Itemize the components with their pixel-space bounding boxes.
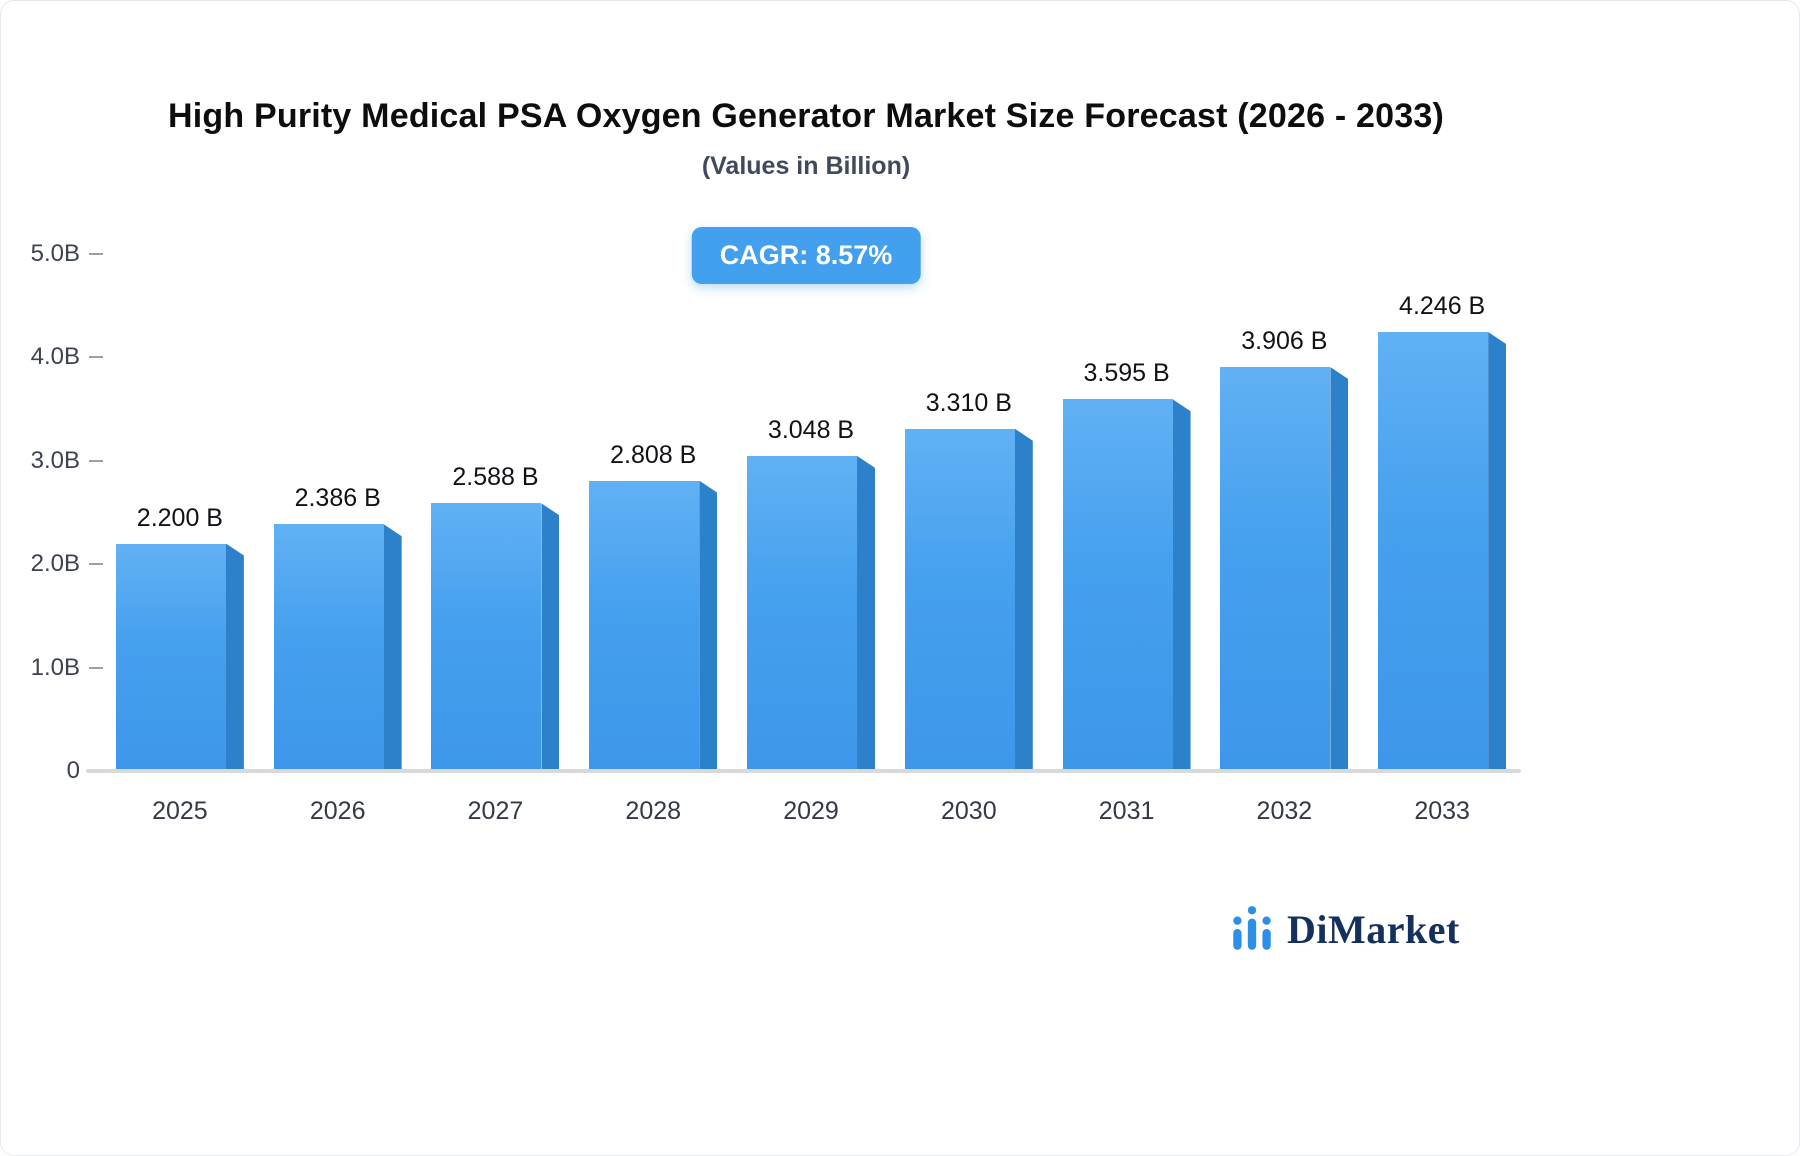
bar-front-face: [1220, 367, 1331, 771]
bar-value-label: 3.906 B: [1241, 327, 1328, 356]
bar-front-face: [589, 480, 700, 771]
y-tick: 4.0B: [31, 343, 103, 371]
y-tick-label: 5.0B: [30, 240, 80, 267]
bar-slot: 3.906 B 2032: [1205, 254, 1363, 825]
bar-front-face: [747, 455, 858, 771]
brand-logo: DiMarket: [1229, 904, 1460, 954]
bar-front-face: [115, 543, 226, 771]
bar-side-face: [383, 524, 402, 771]
bar-side-face: [699, 480, 718, 771]
bar-2027[interactable]: 2.588 B: [431, 463, 560, 771]
brand-name: DiMarket: [1287, 906, 1460, 952]
y-tick-mark: [89, 459, 103, 462]
y-tick: 3.0B: [31, 447, 103, 475]
bar-slot: 2.200 B 2025: [101, 254, 259, 825]
bar-slot: 3.310 B 2030: [890, 254, 1048, 825]
bar-2025[interactable]: 2.200 B: [115, 504, 244, 771]
bar-value-label: 2.808 B: [610, 440, 697, 469]
x-axis-label: 2028: [625, 797, 682, 825]
bar-slot: 2.808 B 2028: [574, 254, 732, 825]
dimarket-logo-icon: [1233, 906, 1271, 950]
bar-front-face: [273, 524, 384, 771]
y-tick-mark: [89, 563, 103, 566]
bar-2033[interactable]: 4.246 B: [1378, 292, 1507, 771]
x-axis-label: 2033: [1414, 797, 1470, 825]
bar-side-face: [1172, 399, 1191, 771]
bar-2032[interactable]: 3.906 B: [1220, 327, 1349, 771]
bar-front-face: [1062, 399, 1173, 771]
bar-side-face: [1014, 428, 1033, 771]
x-axis-label: 2030: [940, 797, 997, 825]
y-tick-label: 3.0B: [30, 446, 80, 474]
x-axis-label: 2027: [467, 797, 524, 825]
y-tick: 1.0B: [31, 654, 103, 682]
bar-2026[interactable]: 2.386 B: [273, 484, 402, 771]
bar-value-label: 2.200 B: [136, 503, 223, 532]
bar-side-face: [225, 543, 244, 771]
bar-front-face: [904, 428, 1015, 771]
bar-value-label: 4.246 B: [1399, 291, 1486, 320]
bar-2031[interactable]: 3.595 B: [1062, 359, 1191, 771]
x-axis-label: 2029: [783, 797, 839, 825]
cagr-badge: CAGR: 8.57%: [691, 227, 921, 284]
y-tick-label: 2.0B: [30, 550, 80, 578]
bar-2029[interactable]: 3.048 B: [747, 416, 876, 771]
bar-value-label: 3.310 B: [925, 388, 1012, 417]
x-axis-label: 2025: [152, 797, 208, 825]
y-tick: 2.0B: [31, 550, 103, 578]
bar-slot: 3.048 B 2029: [732, 254, 890, 825]
bar-value-label: 3.595 B: [1083, 359, 1170, 388]
bar-front-face: [1378, 331, 1489, 771]
bar-side-face: [1330, 367, 1349, 771]
chart-title: High Purity Medical PSA Oxygen Generator…: [168, 97, 1444, 135]
bar-slot: 2.588 B 2027: [417, 254, 575, 825]
bar-side-face: [857, 455, 876, 771]
bar-side-face: [1488, 331, 1507, 771]
x-axis-label: 2032: [1256, 797, 1313, 825]
bar-chart: 5.0B 4.0B 3.0B 2.0B 1.0B 0 2.200 B 2025 2.386 B…: [31, 240, 1521, 825]
plot-area: 2.200 B 2025 2.386 B 2026 2.588 B 2027 2.808 B…: [101, 254, 1521, 825]
y-tick-label: 0: [66, 757, 80, 784]
bar-2028[interactable]: 2.808 B: [589, 441, 718, 771]
x-axis-label: 2026: [309, 797, 366, 825]
x-axis-label: 2031: [1098, 797, 1155, 825]
bar-2030[interactable]: 3.310 B: [904, 389, 1033, 771]
y-tick-mark: [89, 666, 103, 669]
x-axis-baseline: [86, 769, 1521, 773]
bar-value-label: 2.588 B: [452, 463, 539, 492]
y-tick-label: 4.0B: [30, 343, 80, 371]
bar-front-face: [431, 503, 542, 771]
bar-slot: 2.386 B 2026: [259, 254, 417, 825]
y-axis: 5.0B 4.0B 3.0B 2.0B 1.0B 0: [31, 240, 103, 784]
chart-subtitle: (Values in Billion): [701, 152, 911, 180]
y-tick: 5.0B: [31, 240, 103, 268]
bar-value-label: 3.048 B: [767, 415, 855, 444]
chart-header: High Purity Medical PSA Oxygen Generator…: [1, 1, 1611, 181]
bar-slot: 3.595 B 2031: [1048, 254, 1206, 825]
bar-slot: 4.246 B 2033: [1363, 254, 1521, 825]
bar-side-face: [541, 503, 560, 771]
bar-value-label: 2.386 B: [294, 484, 381, 513]
y-tick-label: 1.0B: [30, 653, 80, 681]
y-tick-mark: [89, 253, 103, 255]
y-tick-mark: [89, 356, 103, 359]
